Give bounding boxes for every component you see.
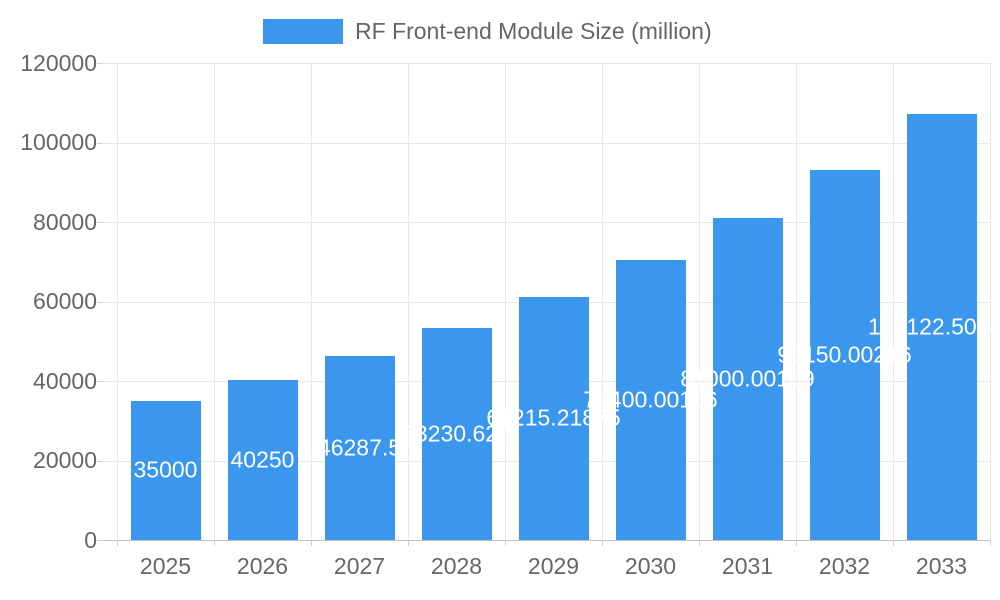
x-tick-mark	[117, 540, 118, 546]
legend-label: RF Front-end Module Size (million)	[355, 18, 712, 44]
bar-2031[interactable]	[712, 218, 783, 540]
bar-2033[interactable]	[906, 114, 977, 540]
y-tick-mark	[97, 142, 103, 144]
x-tick-label: 2027	[333, 553, 386, 579]
gridline	[990, 63, 991, 540]
y-tick-mark	[97, 301, 103, 303]
legend-swatch	[263, 19, 343, 44]
gridline	[699, 63, 700, 540]
y-tick-label: 0	[84, 526, 97, 553]
bar-2028[interactable]	[421, 328, 492, 540]
x-tick-label: 2026	[236, 553, 289, 579]
x-tick-label: 2029	[527, 553, 580, 579]
x-tick-mark	[408, 540, 409, 546]
gridline	[214, 63, 215, 540]
x-tick-mark	[699, 540, 700, 546]
x-tick-mark	[893, 540, 894, 546]
y-tick-label: 120000	[20, 49, 97, 76]
x-tick-label: 2032	[818, 553, 871, 579]
y-tick-mark	[97, 222, 103, 223]
y-tick-label: 100000	[20, 129, 97, 155]
gridline	[893, 63, 894, 540]
bar-2032[interactable]	[809, 169, 880, 540]
y-tick-mark	[97, 63, 103, 64]
x-tick-mark	[796, 540, 797, 546]
gridline	[103, 142, 990, 144]
y-tick-mark	[97, 540, 103, 541]
x-tick-label: 2025	[139, 553, 192, 579]
bar-2025[interactable]	[130, 400, 201, 540]
x-axis-line	[103, 540, 990, 541]
x-tick-mark	[505, 540, 506, 546]
bar-2027[interactable]	[324, 356, 395, 540]
gridline	[505, 63, 506, 540]
gridline	[103, 63, 990, 64]
x-tick-label: 2030	[624, 553, 677, 579]
gridline	[796, 63, 797, 540]
x-tick-label: 2031	[721, 553, 774, 579]
y-tick-label: 80000	[33, 208, 97, 235]
x-tick-mark	[990, 540, 991, 546]
gridline	[602, 63, 603, 540]
bar-2030[interactable]	[615, 260, 686, 540]
y-tick-mark	[97, 460, 103, 462]
gridline	[311, 63, 312, 540]
x-tick-mark	[602, 540, 603, 546]
y-tick-label: 20000	[33, 447, 97, 473]
bar-2026[interactable]	[227, 380, 298, 540]
y-tick-label: 60000	[33, 288, 97, 314]
x-tick-label: 2033	[915, 553, 968, 579]
gridline	[408, 63, 409, 540]
bar-2029[interactable]	[518, 296, 589, 540]
legend-item[interactable]: RF Front-end Module Size (million)	[263, 18, 712, 45]
x-tick-mark	[311, 540, 312, 546]
gridline	[103, 222, 990, 223]
y-tick-mark	[97, 381, 103, 382]
y-tick-label: 40000	[33, 367, 97, 394]
gridline	[117, 63, 118, 540]
x-tick-label: 2028	[430, 553, 483, 579]
x-tick-mark	[214, 540, 215, 546]
